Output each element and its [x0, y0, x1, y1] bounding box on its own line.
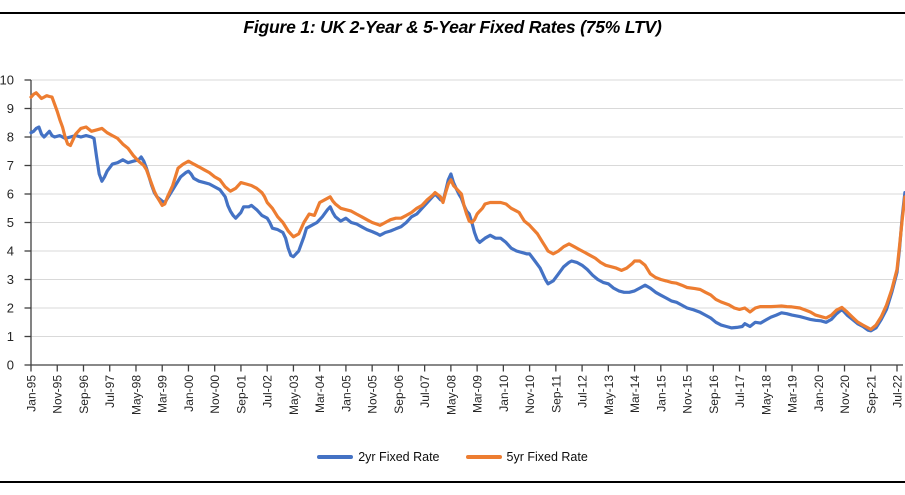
top-border-line [0, 12, 905, 14]
x-axis-label: Sep-16 [707, 375, 721, 414]
x-axis-label: Nov-05 [366, 375, 380, 414]
legend-label-2yr: 2yr Fixed Rate [358, 450, 440, 464]
legend-line-swatch-2yr [317, 455, 354, 459]
legend-item-5yr: 5yr Fixed Rate [465, 450, 588, 464]
legend-line-swatch-5yr [465, 455, 502, 459]
y-axis-label: 5 [7, 215, 14, 230]
x-axis-label: Mar-19 [786, 375, 800, 413]
x-axis-label: Mar-04 [313, 375, 327, 413]
legend: 2yr Fixed Rate 5yr Fixed Rate [0, 450, 905, 464]
x-axis-label: Mar-14 [628, 375, 642, 413]
legend-label-5yr: 5yr Fixed Rate [506, 450, 588, 464]
x-axis-label: Sep-11 [549, 375, 563, 413]
y-axis-label: 8 [7, 130, 14, 145]
x-axis-label: Jan-95 [25, 375, 39, 412]
x-axis-label: Jul-02 [261, 375, 275, 408]
series-line-2yr [29, 125, 905, 333]
bottom-border-line [0, 481, 905, 483]
y-axis-label: 2 [7, 301, 14, 316]
x-axis-label: Jan-10 [497, 375, 511, 412]
y-axis-label: 7 [7, 158, 14, 173]
x-axis-label: May-08 [444, 375, 458, 415]
x-axis-label: Sep-06 [392, 375, 406, 414]
chart-title: Figure 1: UK 2-Year & 5-Year Fixed Rates… [243, 17, 662, 37]
x-axis-label: May-98 [129, 375, 143, 415]
x-axis-label: Jan-15 [654, 375, 668, 412]
x-axis-label: Sep-21 [864, 375, 878, 414]
x-axis-label: Nov-10 [523, 375, 537, 414]
x-axis-label: Jan-20 [812, 375, 826, 412]
x-axis-label: Jul-12 [576, 375, 590, 408]
x-axis-label: Jul-97 [103, 375, 117, 408]
y-axis-label: 10 [0, 73, 14, 88]
x-axis-label: Nov-20 [838, 375, 852, 414]
x-axis-label: May-18 [759, 375, 773, 415]
y-axis-label: 3 [7, 272, 14, 287]
x-axis-label: Jul-17 [733, 375, 747, 408]
x-axis-label: Nov-15 [681, 375, 695, 414]
x-axis-label: Nov-00 [208, 375, 222, 414]
x-axis-label: Jan-05 [339, 375, 353, 412]
x-axis-label: May-13 [602, 375, 616, 415]
x-axis-label: Jul-07 [418, 375, 432, 408]
x-axis-label: Jul-22 [891, 375, 905, 408]
x-axis-label: Sep-96 [77, 375, 91, 414]
x-axis-label: Mar-99 [156, 375, 170, 413]
x-axis-label: Mar-09 [471, 375, 485, 413]
series-line-5yr [29, 91, 905, 331]
x-axis-label: Nov-95 [51, 375, 65, 414]
y-axis-label: 9 [7, 101, 14, 116]
x-axis-label: Jan-00 [182, 375, 196, 412]
legend-item-2yr: 2yr Fixed Rate [317, 450, 440, 464]
y-axis-label: 0 [7, 358, 14, 373]
y-axis-label: 6 [7, 187, 14, 202]
y-axis-label: 4 [7, 244, 14, 259]
x-axis-label: Sep-01 [234, 375, 248, 414]
y-axis-label: 1 [7, 329, 14, 344]
x-axis-label: May-03 [287, 375, 301, 415]
